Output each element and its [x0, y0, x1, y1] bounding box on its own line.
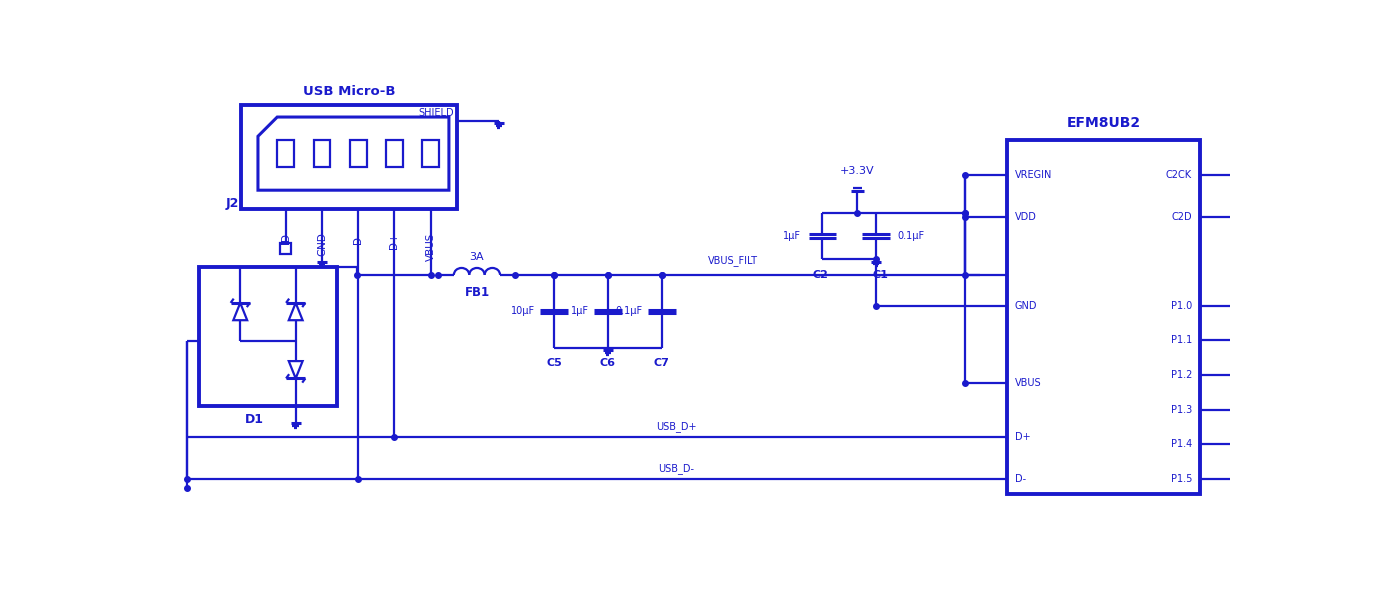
- Text: 10µF: 10µF: [511, 307, 534, 317]
- Text: FB1: FB1: [464, 286, 489, 299]
- Text: C7: C7: [654, 359, 669, 368]
- Text: 1µF: 1µF: [782, 232, 801, 241]
- Text: USB_D+: USB_D+: [655, 421, 697, 432]
- Text: VBUS_FILT: VBUS_FILT: [708, 256, 757, 267]
- Text: C1: C1: [872, 270, 888, 280]
- Bar: [314, 140, 330, 167]
- Text: SHIELD: SHIELD: [419, 108, 454, 118]
- Text: EFM8UB2: EFM8UB2: [1066, 116, 1140, 130]
- Text: P1.3: P1.3: [1170, 405, 1192, 415]
- Text: 0.1µF: 0.1µF: [616, 307, 643, 317]
- Text: J2: J2: [226, 197, 238, 210]
- Bar: [281, 243, 291, 254]
- Text: VDD: VDD: [1015, 212, 1037, 222]
- Bar: [198, 267, 337, 406]
- Text: C2: C2: [812, 270, 828, 280]
- Text: C2CK: C2CK: [1166, 170, 1192, 180]
- Text: P1.0: P1.0: [1170, 301, 1192, 310]
- Bar: [241, 105, 457, 209]
- Text: VBUS: VBUS: [1015, 378, 1041, 387]
- Bar: [386, 140, 403, 167]
- Text: USB_D-: USB_D-: [658, 463, 694, 474]
- Text: P1.2: P1.2: [1170, 370, 1192, 380]
- Text: 0.1µF: 0.1µF: [898, 232, 925, 241]
- Text: P1.1: P1.1: [1170, 335, 1192, 346]
- Text: 3A: 3A: [470, 252, 485, 262]
- Text: P1.4: P1.4: [1170, 439, 1192, 449]
- Text: ID: ID: [281, 232, 291, 243]
- Text: USB Micro-B: USB Micro-B: [303, 85, 395, 98]
- Text: GND: GND: [317, 232, 326, 256]
- Bar: [1007, 140, 1199, 494]
- Text: D-: D-: [1015, 474, 1026, 484]
- Bar: [277, 140, 295, 167]
- Text: 1µF: 1µF: [570, 307, 588, 317]
- Text: VBUS: VBUS: [425, 232, 435, 261]
- Text: D1: D1: [245, 413, 263, 426]
- Text: +3.3V: +3.3V: [840, 166, 874, 176]
- Text: D+: D+: [1015, 432, 1030, 442]
- Text: VREGIN: VREGIN: [1015, 170, 1052, 180]
- Text: C6: C6: [600, 359, 616, 368]
- Bar: [350, 140, 366, 167]
- Text: GND: GND: [1015, 301, 1037, 310]
- Text: D-: D-: [354, 232, 364, 245]
- Text: P1.5: P1.5: [1170, 474, 1192, 484]
- Text: C2D: C2D: [1172, 212, 1192, 222]
- Text: C5: C5: [547, 359, 562, 368]
- Text: D+: D+: [390, 232, 399, 249]
- Bar: [423, 140, 439, 167]
